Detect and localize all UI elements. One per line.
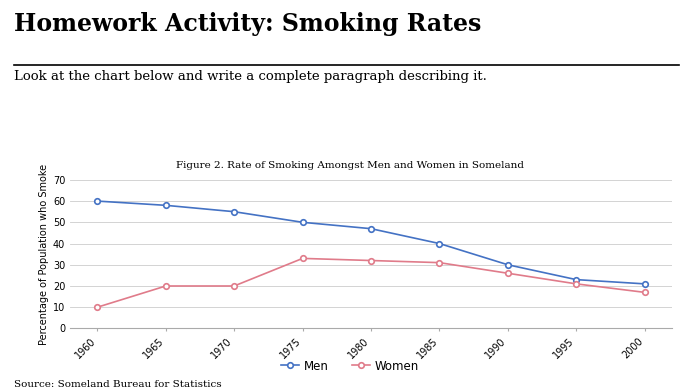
Legend: Men, Women: Men, Women [276, 355, 424, 377]
Text: Figure 2. Rate of Smoking Amongst Men and Women in Someland: Figure 2. Rate of Smoking Amongst Men an… [176, 161, 524, 170]
Text: Homework Activity: Smoking Rates: Homework Activity: Smoking Rates [14, 12, 482, 36]
Y-axis label: Percentage of Population who Smoke: Percentage of Population who Smoke [38, 163, 48, 345]
Text: Source: Someland Bureau for Statistics: Source: Someland Bureau for Statistics [14, 380, 222, 389]
Text: Look at the chart below and write a complete paragraph describing it.: Look at the chart below and write a comp… [14, 70, 487, 83]
